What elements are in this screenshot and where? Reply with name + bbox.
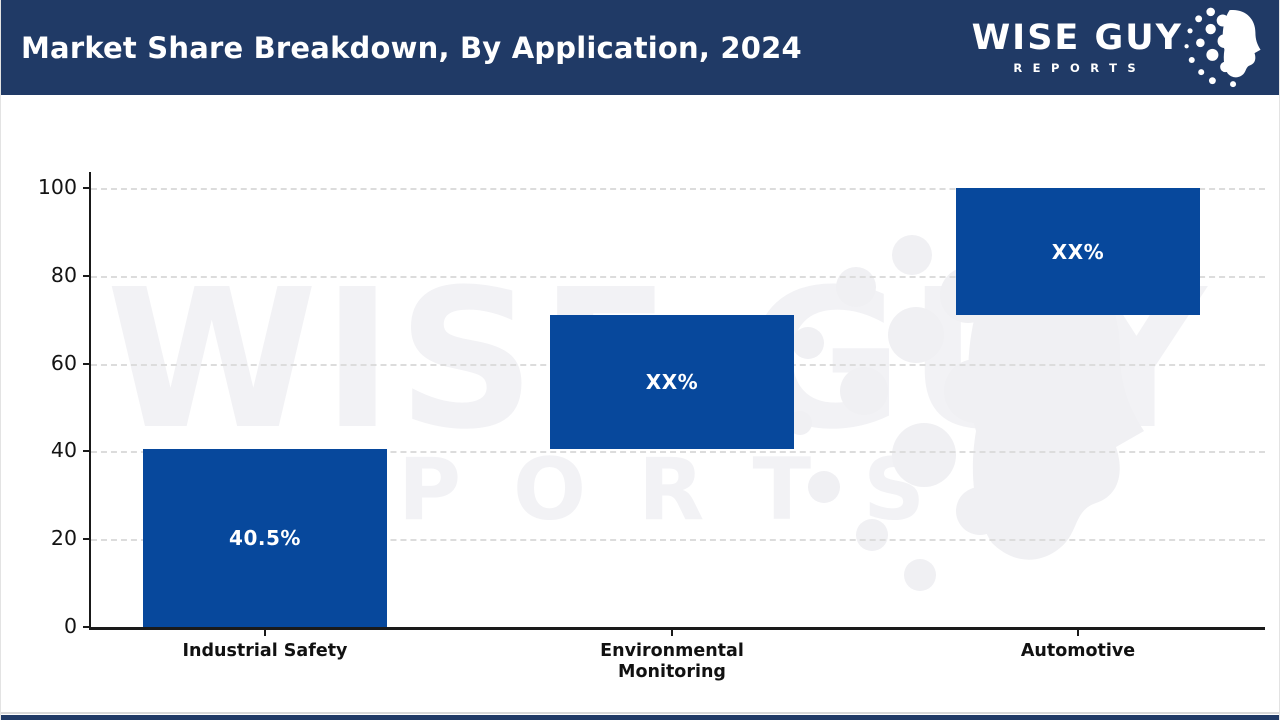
gridline-20 bbox=[91, 539, 1265, 542]
y-axis-tick-label: 100 bbox=[37, 175, 77, 199]
y-axis-tick bbox=[83, 450, 89, 453]
bottom-divider bbox=[1, 712, 1279, 714]
category-label-line: Automotive bbox=[1020, 641, 1136, 661]
y-axis-tick-label: 0 bbox=[63, 614, 77, 638]
gridline-40 bbox=[91, 451, 1265, 454]
chart-area: WISE GUY REPORTS 02040608010040.5%Indust… bbox=[1, 95, 1279, 720]
bar-value-label: XX% bbox=[645, 370, 699, 395]
gridline-100 bbox=[91, 188, 1265, 190]
y-axis-tick-label: 20 bbox=[50, 526, 77, 551]
logo-name: WISE GUY bbox=[971, 17, 1183, 58]
y-axis-tick bbox=[83, 626, 89, 628]
y-axis-tick bbox=[83, 362, 89, 365]
wise-guy-logo: WISE GUY REPORTS bbox=[972, 5, 1265, 91]
watermark-face-icon bbox=[788, 235, 1144, 591]
page-title: Market Share Breakdown, By Application, … bbox=[21, 30, 802, 65]
category-label-line: Environmental bbox=[600, 641, 744, 661]
x-axis-tick bbox=[671, 630, 673, 636]
gridline-80 bbox=[91, 275, 1265, 278]
y-axis-tick bbox=[83, 274, 89, 277]
y-axis-tick bbox=[83, 538, 89, 541]
bar-industrial-safety: 40.5% bbox=[143, 449, 387, 627]
header-bar: Market Share Breakdown, By Application, … bbox=[1, 0, 1279, 95]
y-axis-tick-label: 80 bbox=[50, 262, 77, 287]
x-axis-tick bbox=[1077, 630, 1079, 636]
bar-automotive: XX% bbox=[956, 188, 1200, 316]
category-label-automotive: Automotive bbox=[918, 641, 1238, 662]
logo-wordmark: WISE GUY REPORTS bbox=[971, 17, 1183, 75]
bar-value-label: XX% bbox=[1051, 239, 1105, 264]
footer-bar bbox=[1, 715, 1279, 720]
y-axis-tick-label: 60 bbox=[50, 350, 77, 375]
x-axis-tick bbox=[264, 630, 266, 636]
y-axis-tick-label: 40 bbox=[50, 438, 77, 463]
y-axis-tick bbox=[83, 187, 89, 189]
category-label-line: Monitoring bbox=[618, 662, 726, 682]
bar-environmental-monitoring: XX% bbox=[550, 315, 794, 450]
logo-subtitle: REPORTS bbox=[1013, 60, 1147, 75]
category-label-environmental-monitoring: Environmental Monitoring bbox=[512, 641, 832, 683]
category-label-industrial-safety: Industrial Safety bbox=[105, 641, 425, 662]
logo-face-icon bbox=[1184, 7, 1261, 87]
category-label-line: Industrial Safety bbox=[182, 641, 348, 661]
bar-value-label: 40.5% bbox=[229, 526, 301, 551]
